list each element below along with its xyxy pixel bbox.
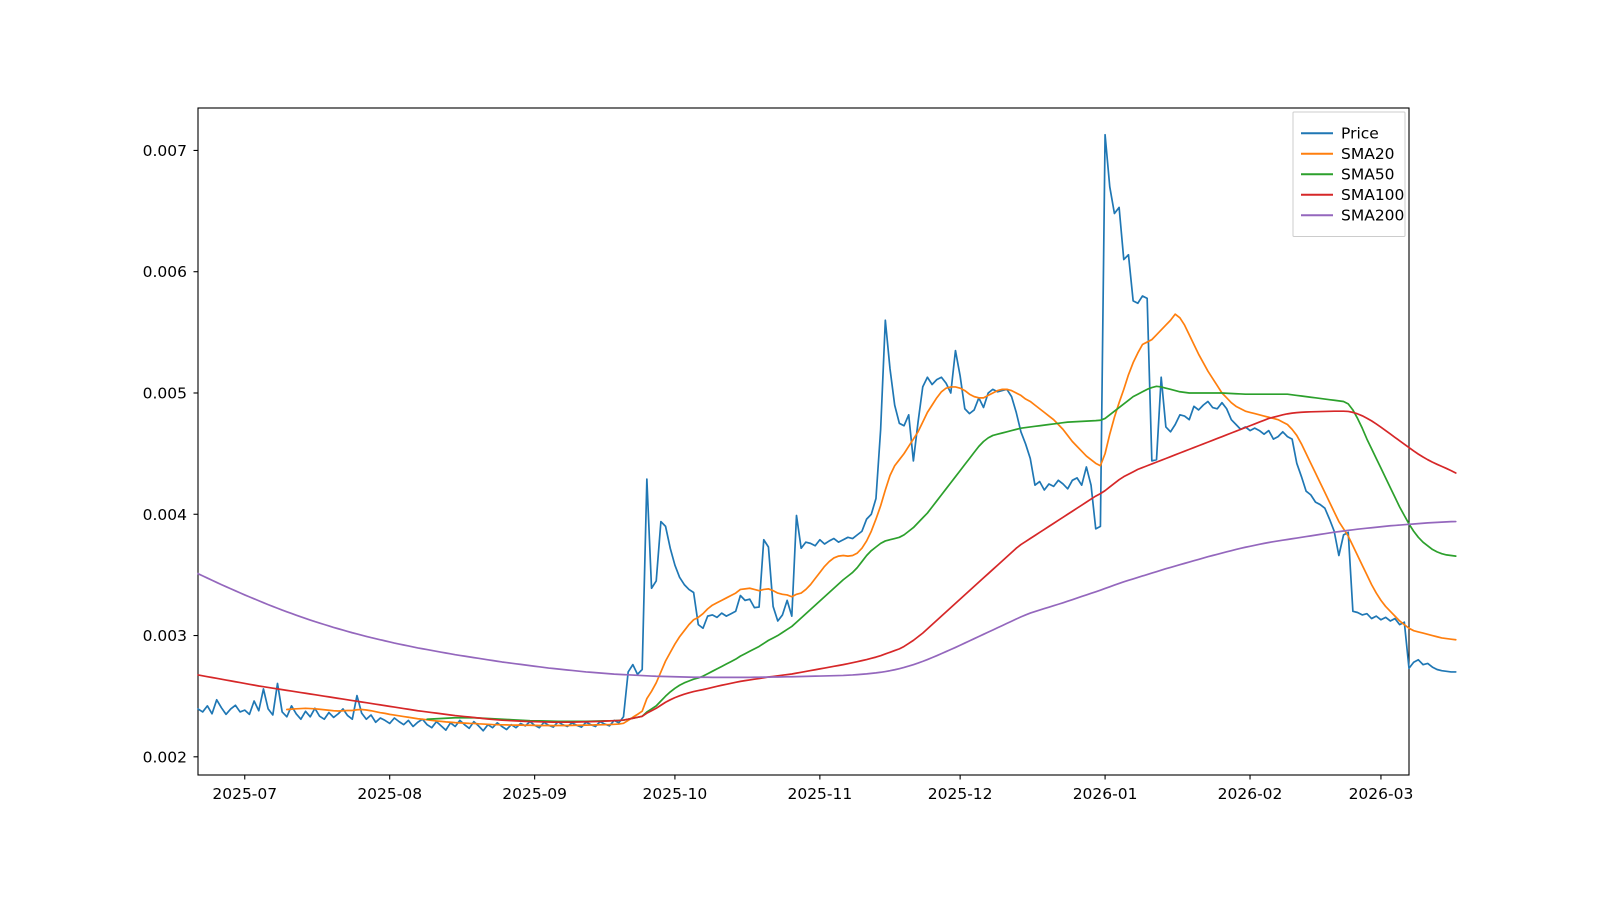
tick-marks bbox=[193, 149, 1382, 780]
y-tick-label: 0.003 bbox=[143, 627, 187, 645]
plot-frame bbox=[197, 107, 1410, 776]
x-tick-label: 2025-10 bbox=[643, 785, 708, 803]
legend-background bbox=[1292, 111, 1406, 237]
series-line-sma20 bbox=[285, 313, 1457, 727]
x-axis-tick-labels: 2025-07 2025-08 2025-09 2025-10 2025-11 2025-… bbox=[212, 785, 1413, 803]
y-tick-label: 0.004 bbox=[143, 506, 187, 524]
data-series-group bbox=[197, 133, 1457, 732]
y-axis-tick-labels: 0.002 0.003 0.004 0.005 0.006 0.007 bbox=[143, 142, 187, 766]
legend-label-sma200: SMA200 bbox=[1341, 206, 1404, 224]
axes-frame bbox=[197, 107, 1410, 776]
x-tick-label: 2026-01 bbox=[1073, 785, 1138, 803]
legend-label-sma20: SMA20 bbox=[1341, 145, 1395, 163]
legend-label-price: Price bbox=[1341, 124, 1379, 142]
x-tick-label: 2025-08 bbox=[357, 785, 422, 803]
legend-label-sma100: SMA100 bbox=[1341, 186, 1404, 204]
series-line-sma100 bbox=[197, 410, 1457, 723]
x-tick-label: 2025-11 bbox=[787, 785, 852, 803]
y-tick-label: 0.005 bbox=[143, 384, 187, 402]
x-tick-label: 2025-07 bbox=[212, 785, 277, 803]
x-tick-label: 2025-09 bbox=[502, 785, 567, 803]
y-tick-label: 0.007 bbox=[143, 142, 187, 160]
legend-label-sma50: SMA50 bbox=[1341, 165, 1395, 183]
x-tick-label: 2026-02 bbox=[1218, 785, 1283, 803]
y-tick-label: 0.002 bbox=[143, 748, 187, 766]
x-tick-label: 2025-12 bbox=[928, 785, 993, 803]
series-line-sma200 bbox=[197, 520, 1457, 679]
chart-legend: Price SMA20 SMA50 SMA100 SMA200 bbox=[1292, 111, 1406, 237]
y-tick-label: 0.006 bbox=[143, 263, 187, 281]
x-tick-label: 2026-03 bbox=[1349, 785, 1414, 803]
